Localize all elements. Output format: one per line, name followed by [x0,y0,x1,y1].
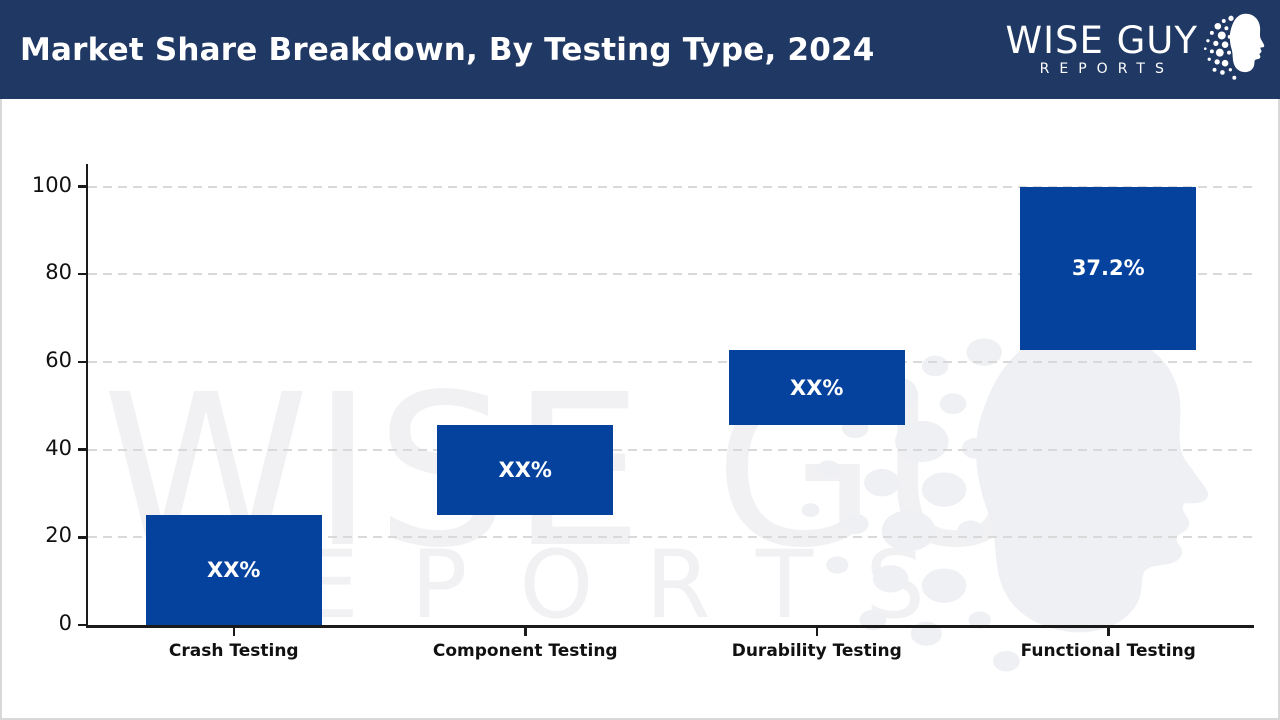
bar-crash-testing: XX% [145,515,322,625]
y-axis-tick-label: 0 [58,611,72,635]
y-axis-tick [77,623,86,627]
gridline [88,448,1254,451]
gridline [88,185,1254,188]
y-axis-tick-label: 60 [45,347,72,372]
y-axis-tick [77,185,86,188]
x-axis-category-label: Crash Testing [168,641,299,661]
gridline [88,536,1254,539]
y-axis-tick-label: 20 [45,523,72,548]
y-axis-tick [77,272,86,276]
wiseguy-face-icon [1203,13,1265,80]
y-axis-tick-label: 80 [45,260,72,285]
wiseguy-logo: WISE GUY REPORTS [1006,10,1266,90]
bar-value-label: XX% [790,375,844,400]
gridline [88,360,1254,363]
x-axis-category-label: Durability Testing [731,641,902,661]
bar-functional-testing: 37.2% [1020,186,1197,350]
y-axis-tick [77,536,86,539]
y-axis-tick [77,448,86,451]
x-axis-tick [815,627,818,636]
y-axis-tick-label: 40 [45,435,72,460]
x-axis-tick [524,627,527,636]
logo-line2: REPORTS [1039,61,1174,78]
y-axis-line [85,164,88,628]
x-axis-tick [232,627,235,636]
bar-component-testing: XX% [437,425,614,516]
x-axis-tick [1107,627,1110,636]
x-axis-category-label: Functional Testing [1020,641,1196,661]
gridline [88,273,1254,276]
bar-value-label: 37.2% [1071,256,1145,281]
bar-value-label: XX% [498,458,552,483]
y-axis-tick [77,360,86,364]
header-bar: Market Share Breakdown, By Testing Type,… [0,0,1280,99]
y-axis-tick-label: 100 [31,172,72,197]
logo-line1: WISE GUY [1005,18,1198,62]
x-axis-line [85,625,1254,628]
x-axis-category-label: Component Testing [432,641,618,661]
chart-area: WISE GUY REPORTS 0 20 40 60 80 100 XX% Crash Te… [0,99,1280,720]
bar-durability-testing: XX% [728,349,905,426]
bar-value-label: XX% [207,558,261,583]
page-title: Market Share Breakdown, By Testing Type,… [20,31,875,68]
logo-wordmark: WISE GUY REPORTS [1005,18,1198,78]
